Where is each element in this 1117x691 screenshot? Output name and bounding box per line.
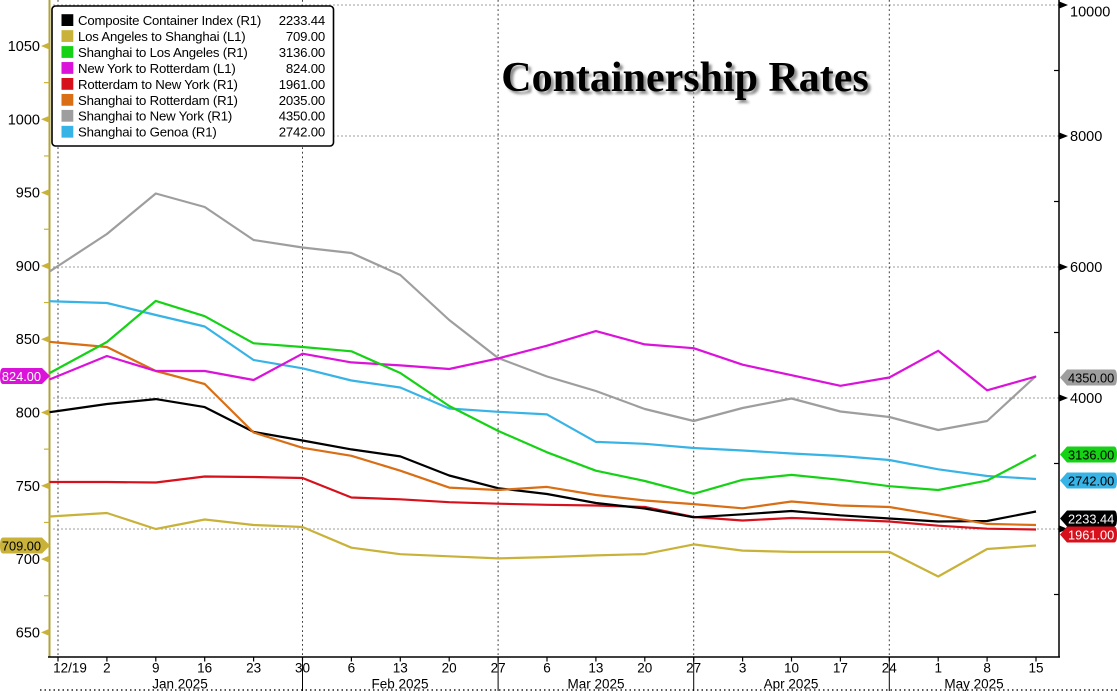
svg-text:Rotterdam to New York (R1): Rotterdam to New York (R1) xyxy=(78,77,238,92)
svg-text:Apr 2025: Apr 2025 xyxy=(764,677,819,691)
svg-text:Shanghai to Genoa (R1): Shanghai to Genoa (R1) xyxy=(78,125,217,140)
svg-text:3: 3 xyxy=(739,661,747,676)
svg-text:1: 1 xyxy=(934,661,942,676)
svg-text:2742.00: 2742.00 xyxy=(1068,473,1114,488)
svg-text:Composite Container Index (R1): Composite Container Index (R1) xyxy=(78,13,261,28)
svg-text:15: 15 xyxy=(1028,661,1043,676)
svg-text:17: 17 xyxy=(833,661,848,676)
svg-text:12/19: 12/19 xyxy=(53,661,87,676)
svg-text:4000: 4000 xyxy=(1070,391,1102,407)
svg-text:2035.00: 2035.00 xyxy=(279,93,325,108)
svg-text:10000: 10000 xyxy=(1070,5,1110,21)
svg-text:1050: 1050 xyxy=(8,39,40,55)
svg-text:2742.00: 2742.00 xyxy=(279,125,325,140)
svg-text:Shanghai to New York (R1): Shanghai to New York (R1) xyxy=(78,109,232,124)
svg-text:3136.00: 3136.00 xyxy=(1068,447,1114,462)
svg-text:20: 20 xyxy=(637,661,652,676)
svg-text:Los Angeles to Shanghai (L1): Los Angeles to Shanghai (L1) xyxy=(78,29,245,44)
svg-text:8: 8 xyxy=(983,661,991,676)
svg-text:20: 20 xyxy=(442,661,457,676)
svg-text:Feb 2025: Feb 2025 xyxy=(371,677,428,691)
svg-text:850: 850 xyxy=(16,332,40,348)
svg-text:6: 6 xyxy=(543,661,551,676)
svg-text:6: 6 xyxy=(348,661,356,676)
svg-text:Jan 2025: Jan 2025 xyxy=(152,677,208,691)
svg-text:Containership Rates: Containership Rates xyxy=(504,58,872,104)
svg-text:Shanghai to Los Angeles (R1): Shanghai to Los Angeles (R1) xyxy=(78,45,248,60)
svg-text:750: 750 xyxy=(16,479,40,495)
svg-text:2233.44: 2233.44 xyxy=(1068,511,1114,526)
svg-text:Shanghai to Rotterdam (R1): Shanghai to Rotterdam (R1) xyxy=(78,93,238,108)
svg-text:13: 13 xyxy=(588,661,603,676)
svg-text:3136.00: 3136.00 xyxy=(279,45,325,60)
svg-text:709.00: 709.00 xyxy=(2,538,41,553)
svg-text:900: 900 xyxy=(16,259,40,275)
svg-text:950: 950 xyxy=(16,186,40,202)
svg-text:Mar 2025: Mar 2025 xyxy=(567,677,624,691)
svg-text:Containership Rates: Containership Rates xyxy=(501,55,869,101)
svg-text:2233.44: 2233.44 xyxy=(279,13,325,28)
svg-text:800: 800 xyxy=(16,406,40,422)
svg-text:4350.00: 4350.00 xyxy=(279,109,325,124)
svg-text:23: 23 xyxy=(246,661,261,676)
svg-text:13: 13 xyxy=(393,661,408,676)
svg-text:709.00: 709.00 xyxy=(286,29,325,44)
svg-text:824.00: 824.00 xyxy=(2,369,41,384)
svg-text:1961.00: 1961.00 xyxy=(279,77,325,92)
svg-text:May 2025: May 2025 xyxy=(944,677,1003,691)
svg-text:2: 2 xyxy=(103,661,111,676)
svg-text:10: 10 xyxy=(784,661,799,676)
svg-text:16: 16 xyxy=(197,661,212,676)
svg-text:8000: 8000 xyxy=(1070,129,1102,145)
svg-text:700: 700 xyxy=(16,552,40,568)
svg-text:1961.00: 1961.00 xyxy=(1068,527,1114,542)
svg-text:650: 650 xyxy=(16,625,40,641)
svg-text:824.00: 824.00 xyxy=(286,61,325,76)
svg-text:6000: 6000 xyxy=(1070,260,1102,276)
svg-text:New York to Rotterdam (L1): New York to Rotterdam (L1) xyxy=(78,61,236,76)
svg-text:9: 9 xyxy=(152,661,160,676)
svg-text:1000: 1000 xyxy=(8,112,40,128)
svg-text:4350.00: 4350.00 xyxy=(1068,370,1114,385)
